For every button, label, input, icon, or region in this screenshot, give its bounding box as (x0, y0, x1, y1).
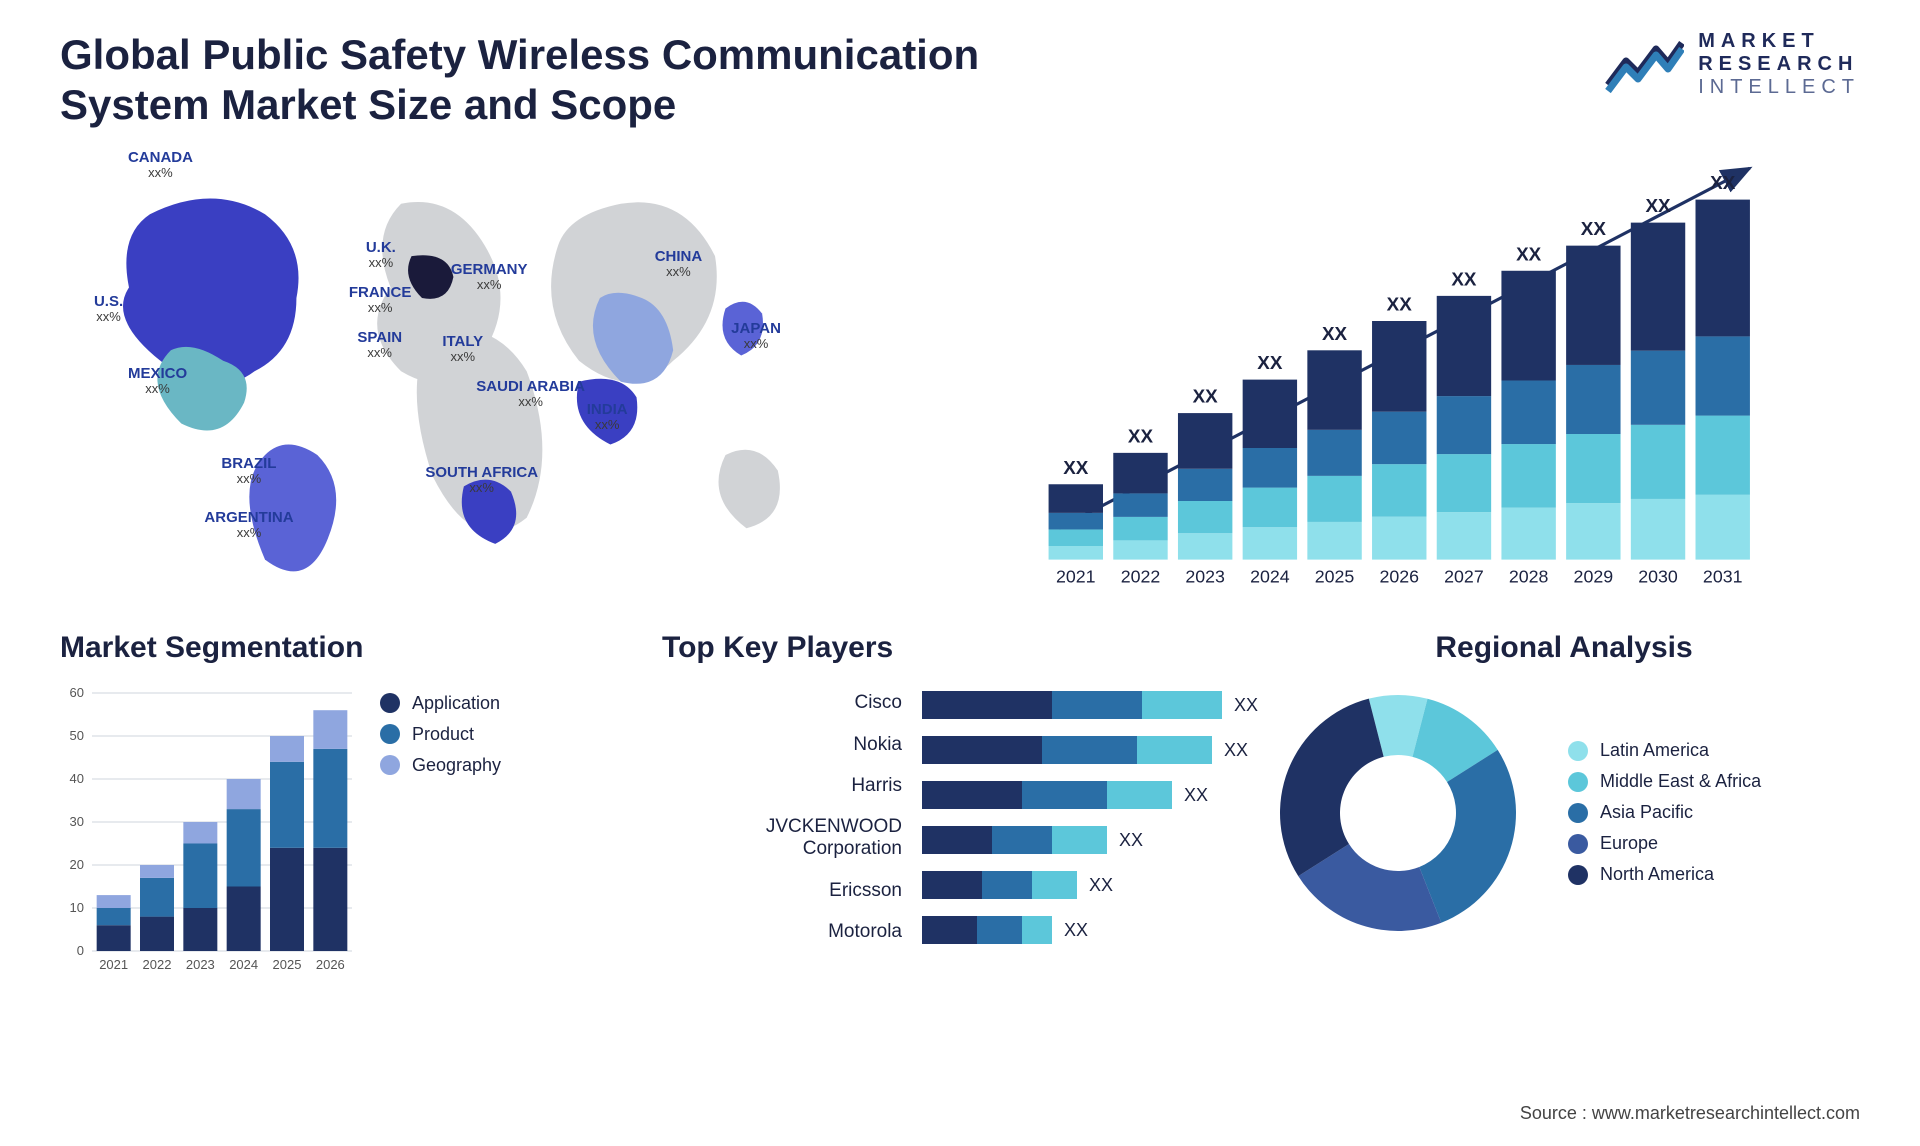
svg-text:XX: XX (1192, 385, 1218, 406)
logo-text-3: INTELLECT (1698, 76, 1860, 99)
svg-text:XX: XX (1386, 293, 1412, 314)
svg-text:50: 50 (70, 728, 84, 743)
svg-text:2024: 2024 (229, 957, 258, 972)
logo-text-2: RESEARCH (1698, 53, 1860, 76)
map-label-argentina: ARGENTINAxx% (204, 510, 293, 539)
segmentation-legend-item: Geography (380, 755, 501, 776)
regional-legend: Latin America Middle East & Africa Asia Pa… (1568, 730, 1761, 895)
player-label: Nokia (662, 734, 902, 756)
page-title: Global Public Safety Wireless Communicat… (60, 30, 1060, 131)
svg-text:XX: XX (1580, 218, 1606, 239)
source-text: Source : www.marketresearchintellect.com (1520, 1103, 1860, 1124)
svg-text:0: 0 (77, 943, 84, 958)
svg-text:40: 40 (70, 771, 84, 786)
player-label: Motorola (662, 921, 902, 943)
svg-text:XX: XX (1128, 425, 1154, 446)
svg-text:XX: XX (1645, 195, 1671, 216)
map-label-u-s-: U.S.xx% (94, 294, 123, 323)
player-label: JVCKENWOOD Corporation (662, 816, 902, 860)
players-panel: Top Key Players Cisco Nokia Harris JVCKENWO… (662, 631, 1258, 991)
map-label-germany: GERMANYxx% (451, 262, 528, 291)
svg-text:2026: 2026 (1379, 566, 1419, 586)
map-label-india: INDIAxx% (587, 402, 628, 431)
svg-text:60: 60 (70, 685, 84, 700)
map-label-mexico: MEXICOxx% (128, 366, 187, 395)
regional-legend-item: Asia Pacific (1568, 802, 1761, 823)
map-label-canada: CANADAxx% (128, 150, 193, 179)
growth-chart-panel: XX 2021 XX 2022 XX 2023 XX 2024 XX 2025 XX 2026 XX 20… (940, 141, 1860, 591)
svg-text:2026: 2026 (316, 957, 345, 972)
svg-text:2023: 2023 (186, 957, 215, 972)
map-label-u-k-: U.K.xx% (366, 240, 396, 269)
svg-text:2024: 2024 (1250, 566, 1290, 586)
regional-legend-item: Europe (1568, 833, 1761, 854)
regional-donut-chart (1268, 683, 1528, 943)
svg-text:2029: 2029 (1573, 566, 1613, 586)
map-label-france: FRANCExx% (349, 285, 412, 314)
growth-bar-chart: XX 2021 XX 2022 XX 2023 XX 2024 XX 2025 XX 2026 XX 20… (940, 141, 1860, 591)
player-bar-row: XX (922, 781, 1258, 809)
segmentation-legend-item: Application (380, 693, 501, 714)
svg-text:2022: 2022 (1120, 566, 1160, 586)
player-bar-row: XX (922, 916, 1258, 944)
player-bar-row: XX (922, 691, 1258, 719)
header: Global Public Safety Wireless Communicat… (60, 30, 1860, 131)
svg-text:XX: XX (1322, 323, 1348, 344)
player-value: XX (1089, 875, 1113, 896)
player-bar-row: XX (922, 736, 1258, 764)
brand-logo: MARKET RESEARCH INTELLECT (1604, 30, 1860, 99)
player-value: XX (1064, 920, 1088, 941)
regional-legend-item: Latin America (1568, 740, 1761, 761)
player-bar-row: XX (922, 871, 1258, 899)
regional-panel: Regional Analysis Latin America Middle Ea… (1268, 631, 1860, 991)
map-label-italy: ITALYxx% (442, 334, 483, 363)
svg-text:XX: XX (1451, 268, 1477, 289)
svg-text:10: 10 (70, 900, 84, 915)
players-title: Top Key Players (662, 631, 1258, 665)
svg-text:2023: 2023 (1185, 566, 1225, 586)
svg-text:2027: 2027 (1444, 566, 1484, 586)
svg-text:2021: 2021 (1056, 566, 1096, 586)
player-value: XX (1184, 785, 1208, 806)
map-label-china: CHINAxx% (655, 249, 703, 278)
svg-text:2021: 2021 (99, 957, 128, 972)
player-value: XX (1234, 695, 1258, 716)
player-label: Harris (662, 775, 902, 797)
svg-text:20: 20 (70, 857, 84, 872)
svg-text:2022: 2022 (143, 957, 172, 972)
svg-text:2028: 2028 (1508, 566, 1548, 586)
svg-text:2030: 2030 (1638, 566, 1678, 586)
logo-mark-icon (1604, 35, 1684, 95)
segmentation-panel: Market Segmentation 0 10 20 30 40 50 60 2021 202… (60, 631, 652, 991)
map-label-spain: SPAINxx% (357, 330, 402, 359)
regional-legend-item: North America (1568, 864, 1761, 885)
svg-text:2025: 2025 (273, 957, 302, 972)
player-label: Cisco (662, 692, 902, 714)
player-label: Ericsson (662, 880, 902, 902)
map-label-japan: JAPANxx% (731, 321, 781, 350)
map-label-south-africa: SOUTH AFRICAxx% (425, 465, 538, 494)
svg-text:2025: 2025 (1314, 566, 1354, 586)
player-bar-row: XX (922, 826, 1258, 854)
regional-title: Regional Analysis (1268, 631, 1860, 665)
world-map-panel: CANADAxx% U.S.xx% MEXICOxx% BRAZILxx% ARGENT… (60, 141, 910, 591)
logo-text-1: MARKET (1698, 30, 1860, 53)
segmentation-title: Market Segmentation (60, 631, 652, 665)
svg-text:30: 30 (70, 814, 84, 829)
map-label-brazil: BRAZILxx% (221, 456, 276, 485)
segmentation-legend: Application Product Geography (380, 683, 501, 983)
map-label-saudi-arabia: SAUDI ARABIAxx% (476, 379, 585, 408)
svg-text:XX: XX (1516, 243, 1542, 264)
world-map-icon (60, 141, 910, 591)
player-value: XX (1119, 830, 1143, 851)
player-value: XX (1224, 740, 1248, 761)
svg-text:2031: 2031 (1703, 566, 1743, 586)
svg-text:XX: XX (1063, 457, 1089, 478)
svg-text:XX: XX (1710, 172, 1736, 193)
segmentation-bar-chart: 0 10 20 30 40 50 60 2021 2022 2023 2024 2025 2026 (60, 683, 360, 983)
svg-text:XX: XX (1257, 352, 1283, 373)
segmentation-legend-item: Product (380, 724, 501, 745)
regional-legend-item: Middle East & Africa (1568, 771, 1761, 792)
